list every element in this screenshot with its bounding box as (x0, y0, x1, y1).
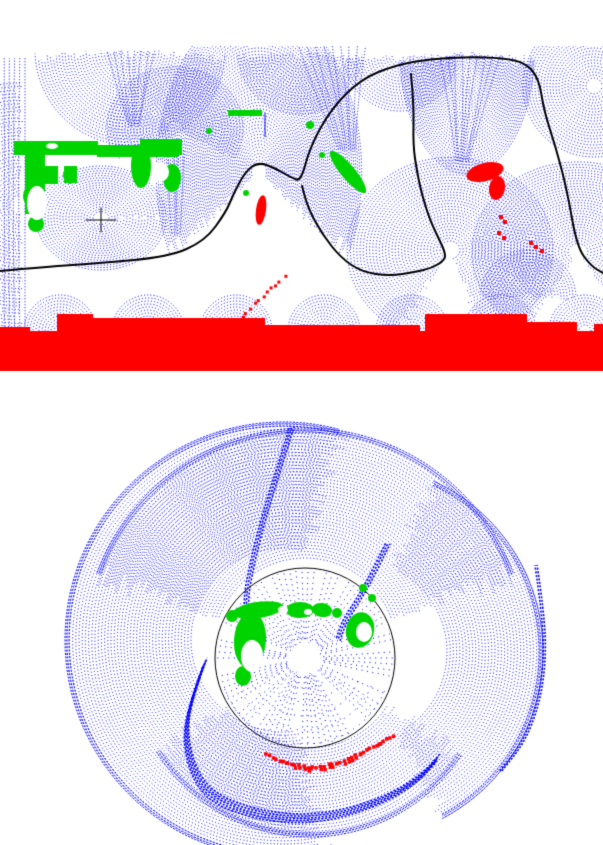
spherical-field-panel (0, 372, 603, 845)
synoptic-map-panel (0, 0, 603, 372)
